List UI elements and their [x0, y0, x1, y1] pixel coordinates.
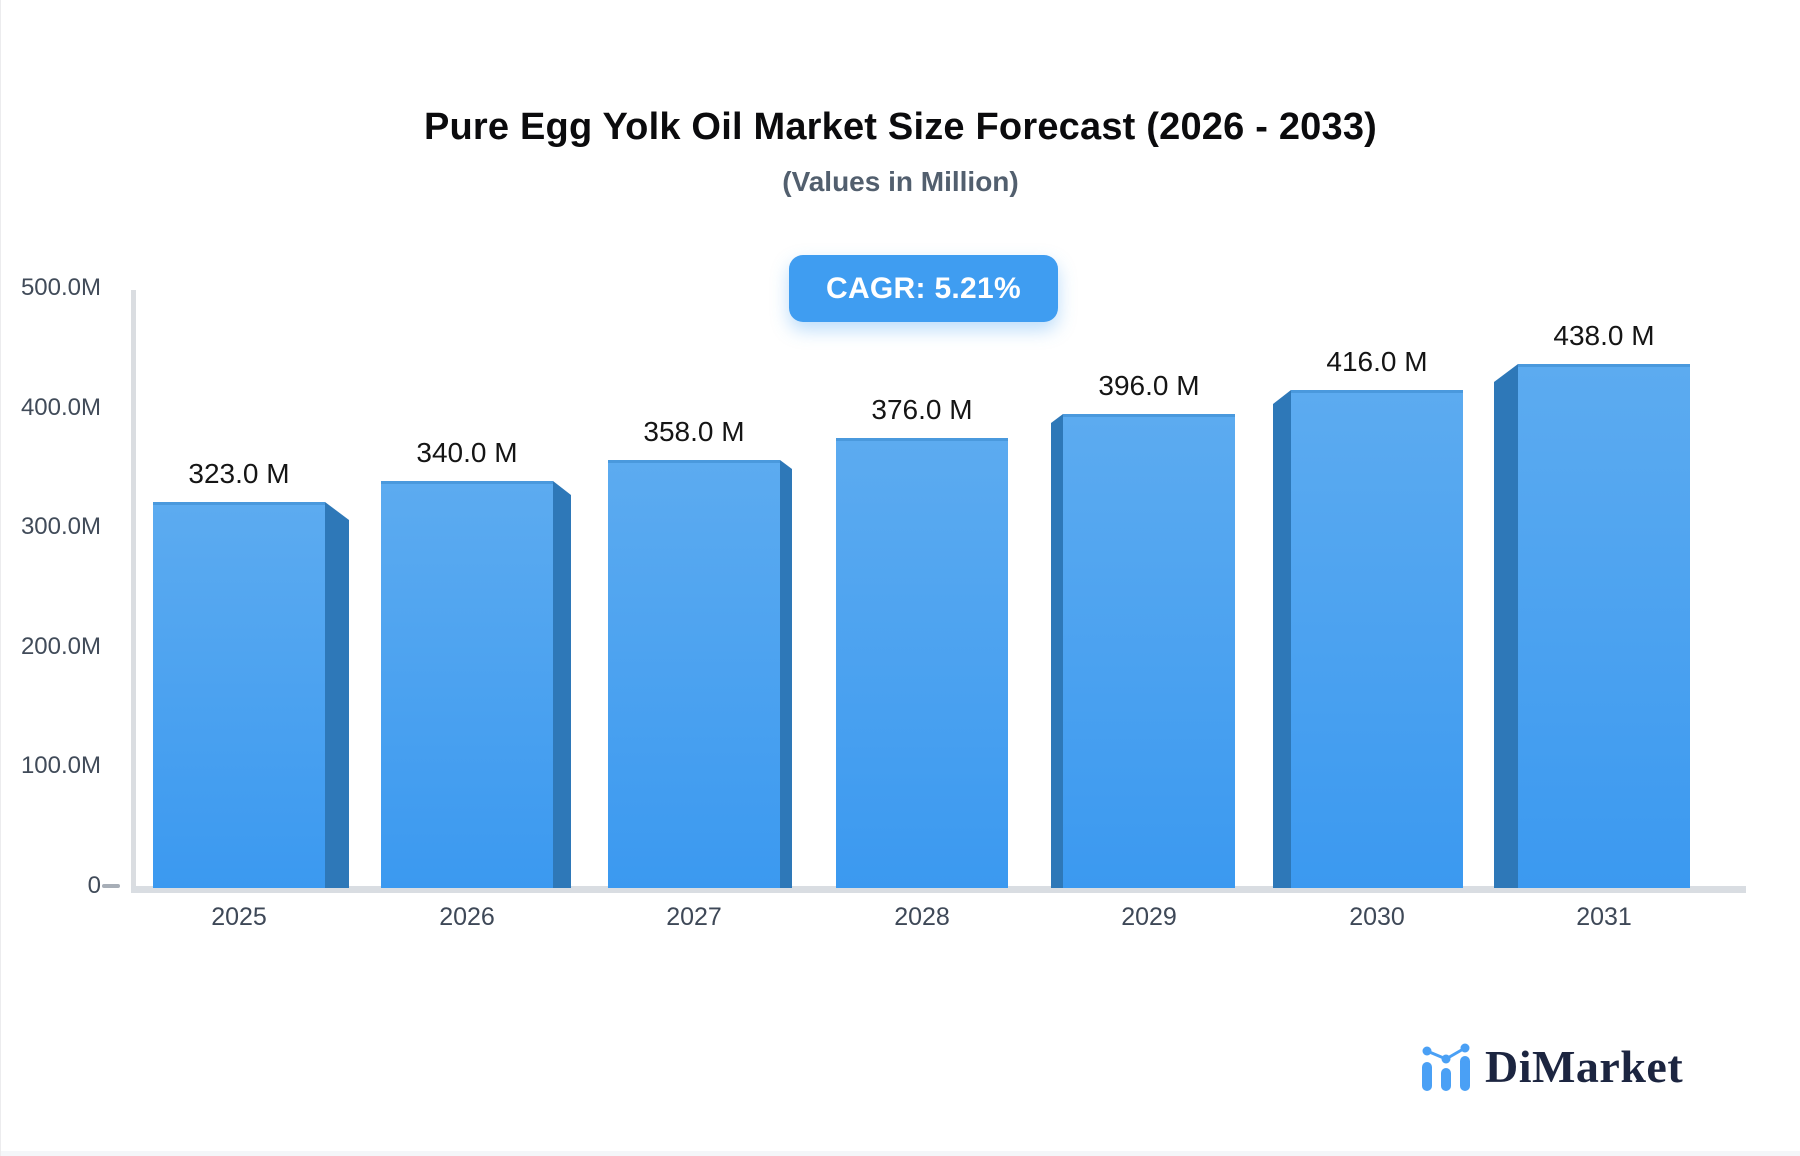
chart-title: Pure Egg Yolk Oil Market Size Forecast (… [423, 106, 1378, 148]
y-axis-tick-label: 400.0M [20, 393, 101, 421]
bar-2031 [1518, 364, 1690, 888]
brand-logo: DiMarket [1421, 1040, 1683, 1093]
y-axis-tick-label: 500.0M [20, 274, 101, 301]
bar-3d-side [780, 460, 792, 888]
x-axis-category-label: 2025 [211, 903, 267, 931]
cagr-badge: CAGR: 5.21% [789, 255, 1058, 322]
x-axis-category-label: 2030 [1349, 903, 1405, 931]
bar-value-label: 416.0 M [1326, 346, 1428, 377]
chart-subtitle: (Values in Million) [782, 166, 1019, 197]
bar-value-label: 396.0 M [1098, 370, 1200, 401]
bar-2027 [608, 460, 780, 888]
bar-value-label: 438.0 M [1553, 320, 1655, 351]
cagr-badge-label: CAGR: 5.21% [825, 271, 1022, 305]
bar-3d-side [553, 481, 571, 888]
y-axis-tick-label: 100.0M [20, 752, 101, 780]
y-axis-tick-label: 0 [87, 872, 101, 899]
bar-2026 [381, 481, 553, 888]
y-axis-tick-label: 300.0M [20, 513, 101, 541]
bar-value-label: 376.0 M [871, 394, 973, 425]
x-axis-category-label: 2028 [894, 903, 950, 931]
zero-tick-mark [102, 884, 120, 888]
x-axis-category-label: 2027 [666, 903, 722, 931]
bar-3d-side [325, 502, 349, 888]
bar-2030 [1291, 390, 1463, 888]
x-axis-baseline [131, 886, 1746, 893]
brand-logo-text: DiMarket [1485, 1041, 1684, 1092]
bar-2025 [153, 502, 325, 888]
bar-value-label: 340.0 M [416, 437, 518, 468]
x-axis-category-label: 2029 [1121, 903, 1177, 931]
page-bottom-border [1, 1151, 1800, 1156]
bar-2028 [836, 438, 1008, 888]
bar-2029 [1063, 414, 1235, 888]
bar-line-chart-icon [1421, 1043, 1473, 1091]
bar-3d-side [1494, 364, 1518, 888]
y-axis-line [131, 290, 136, 888]
bar-3d-side [1273, 390, 1291, 888]
bar-3d-side [1051, 414, 1063, 888]
bar-value-label: 323.0 M [188, 458, 290, 489]
y-axis-tick-label: 200.0M [20, 632, 101, 660]
bar-value-label: 358.0 M [643, 416, 745, 447]
x-axis-category-label: 2031 [1576, 903, 1632, 931]
x-axis-category-label: 2026 [439, 903, 495, 931]
